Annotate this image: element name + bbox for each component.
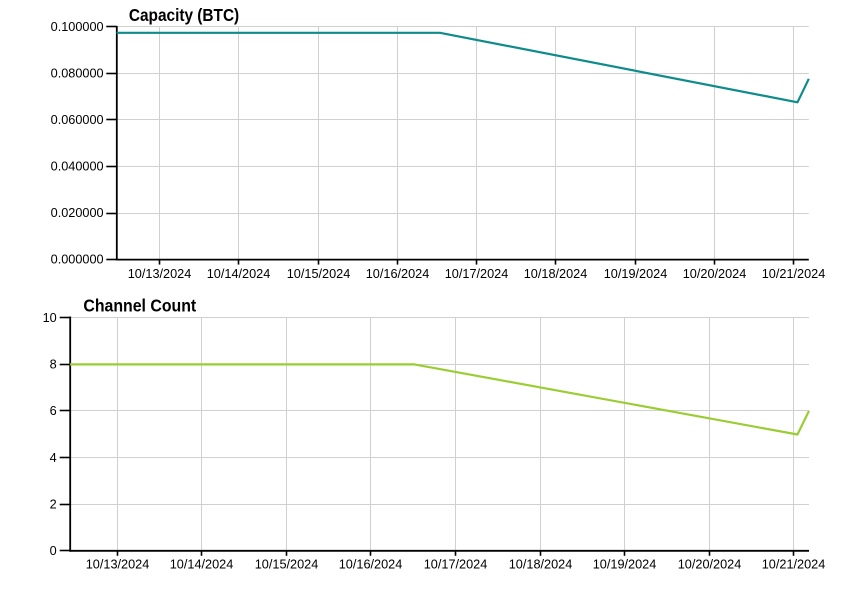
- svg-text:10/16/2024: 10/16/2024: [366, 267, 430, 281]
- svg-text:10: 10: [43, 311, 57, 325]
- svg-text:0.040000: 0.040000: [51, 159, 104, 173]
- svg-text:10/20/2024: 10/20/2024: [683, 267, 747, 281]
- svg-text:0.080000: 0.080000: [51, 66, 104, 80]
- svg-text:Capacity (BTC): Capacity (BTC): [129, 5, 239, 25]
- svg-text:10/21/2024: 10/21/2024: [762, 558, 826, 572]
- svg-text:10/16/2024: 10/16/2024: [339, 558, 403, 572]
- svg-text:10/13/2024: 10/13/2024: [86, 558, 150, 572]
- svg-text:0.060000: 0.060000: [51, 113, 104, 127]
- svg-text:2: 2: [50, 498, 57, 512]
- svg-text:10/17/2024: 10/17/2024: [445, 267, 509, 281]
- svg-text:0.000000: 0.000000: [51, 252, 104, 266]
- svg-text:10/13/2024: 10/13/2024: [128, 267, 192, 281]
- svg-text:0.100000: 0.100000: [51, 20, 104, 34]
- svg-text:10/19/2024: 10/19/2024: [604, 267, 668, 281]
- svg-text:10/17/2024: 10/17/2024: [424, 558, 488, 572]
- svg-text:10/20/2024: 10/20/2024: [678, 558, 742, 572]
- svg-text:0: 0: [50, 544, 57, 558]
- svg-text:8: 8: [50, 358, 57, 372]
- svg-text:4: 4: [50, 451, 57, 465]
- svg-text:6: 6: [50, 404, 57, 418]
- svg-text:10/19/2024: 10/19/2024: [593, 558, 657, 572]
- svg-text:10/14/2024: 10/14/2024: [207, 267, 271, 281]
- svg-text:10/18/2024: 10/18/2024: [509, 558, 573, 572]
- svg-text:0.020000: 0.020000: [51, 206, 104, 220]
- svg-text:10/18/2024: 10/18/2024: [524, 267, 588, 281]
- svg-text:10/21/2024: 10/21/2024: [762, 267, 826, 281]
- svg-text:Channel Count: Channel Count: [83, 296, 196, 316]
- svg-text:10/15/2024: 10/15/2024: [287, 267, 351, 281]
- svg-text:10/15/2024: 10/15/2024: [255, 558, 319, 572]
- svg-text:10/14/2024: 10/14/2024: [170, 558, 234, 572]
